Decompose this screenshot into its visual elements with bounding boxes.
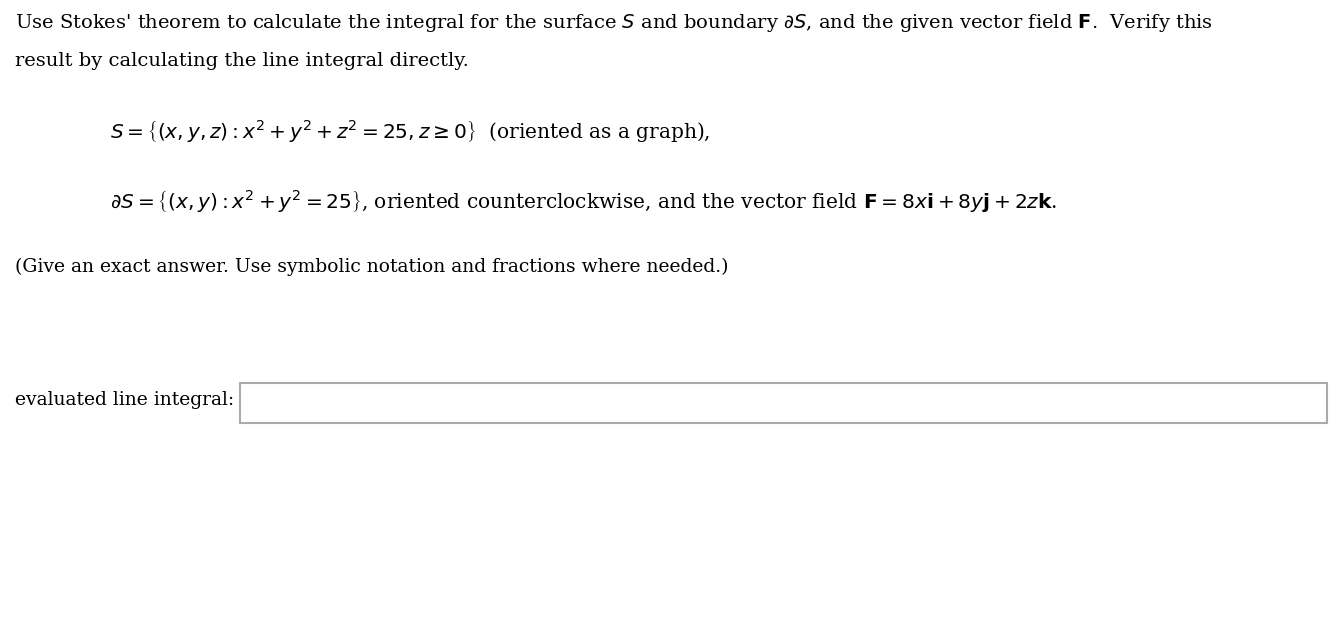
Text: (Give an exact answer. Use symbolic notation and fractions where needed.): (Give an exact answer. Use symbolic nota…	[15, 258, 729, 276]
Text: Use Stokes' theorem to calculate the integral for the surface $S$ and boundary $: Use Stokes' theorem to calculate the int…	[15, 12, 1213, 34]
Text: $S = \left\{(x, y, z) : x^2 + y^2 + z^2 = 25, z \geq 0\right\}$  (oriented as a : $S = \left\{(x, y, z) : x^2 + y^2 + z^2 …	[110, 118, 710, 144]
Bar	[240, 383, 1327, 423]
Text: evaluated line integral:: evaluated line integral:	[15, 391, 234, 409]
Text: result by calculating the line integral directly.: result by calculating the line integral …	[15, 52, 468, 70]
Text: $\partial S = \left\{(x, y) : x^2 + y^2 = 25\right\}$, oriented counterclockwise: $\partial S = \left\{(x, y) : x^2 + y^2 …	[110, 188, 1057, 214]
